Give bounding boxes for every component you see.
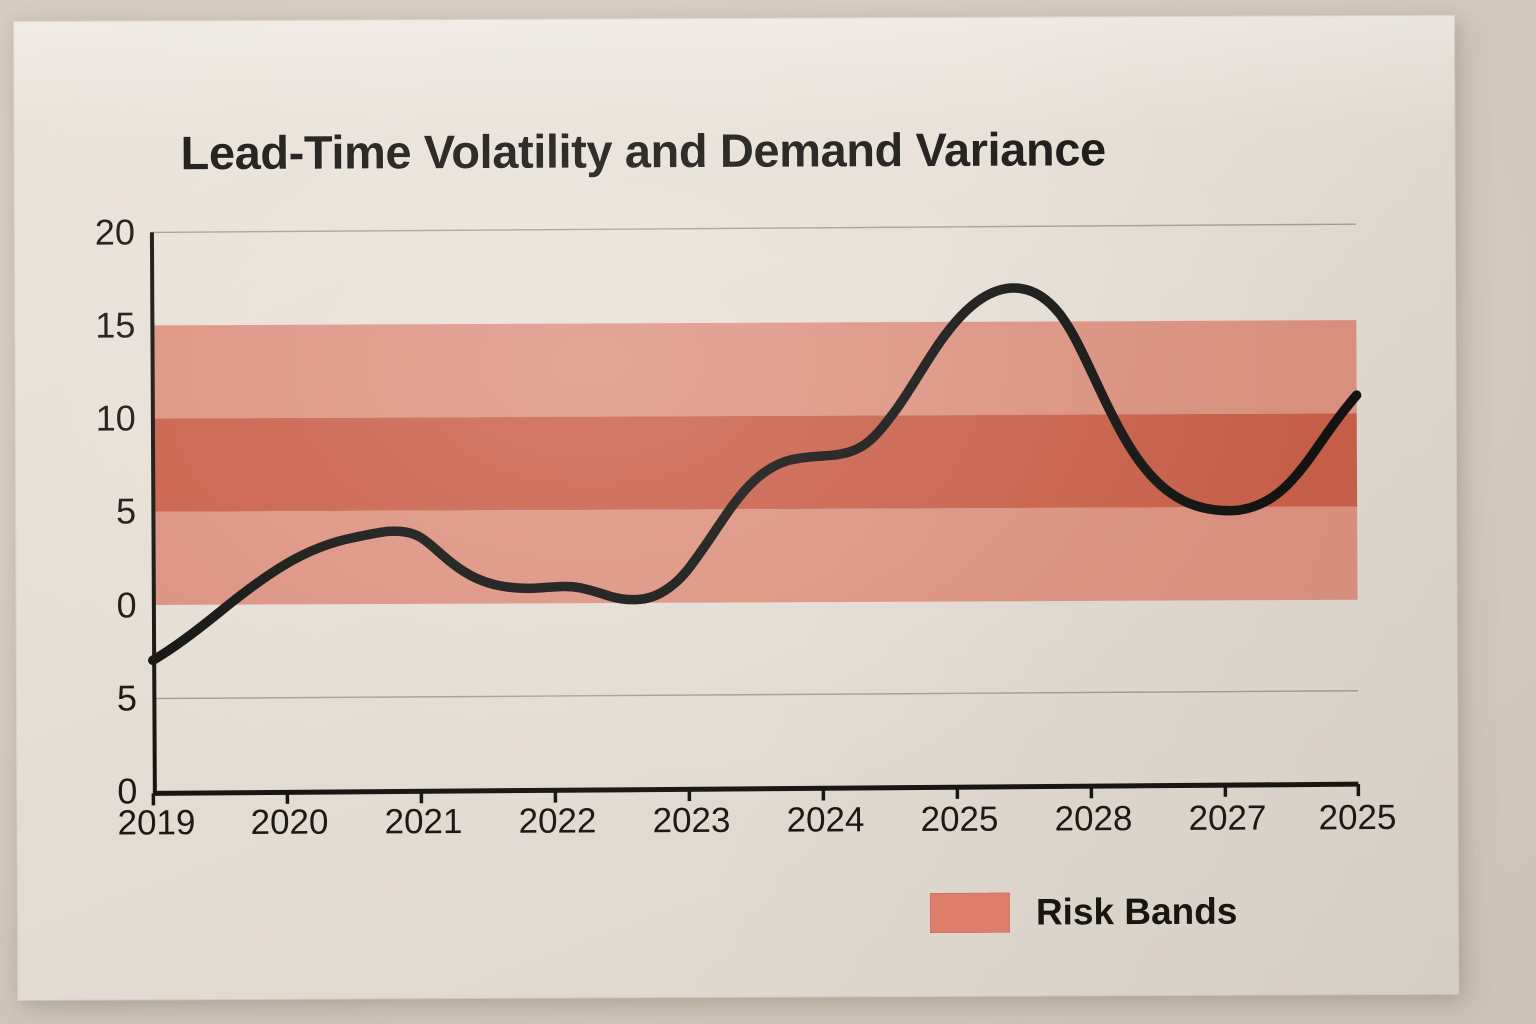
chart-card: Lead-Time Volatility and Demand Variance — [14, 15, 1459, 1000]
legend-swatch-risk-bands — [929, 892, 1010, 934]
x-axis-line — [153, 781, 1359, 796]
y-tick-label: 20 — [94, 211, 136, 253]
x-axis-tick-labels: 2019 2020 2021 2022 2023 2024 2025 2028 … — [17, 798, 1457, 864]
risk-band-lower-light — [152, 506, 1358, 606]
x-axis-ticks-group — [151, 784, 1361, 806]
x-tick-label: 2021 — [384, 802, 463, 842]
y-tick-label: 5 — [116, 490, 137, 532]
y-tick-label: 15 — [95, 304, 136, 346]
x-tick-label: 2023 — [652, 800, 731, 841]
axes-group — [149, 232, 1359, 796]
x-tick-label: 2020 — [250, 802, 329, 842]
risk-band-upper-light — [151, 320, 1357, 419]
x-tick-label: 2019 — [117, 803, 196, 843]
y-axis-line — [149, 232, 157, 794]
legend-label-risk-bands: Risk Bands — [1035, 890, 1238, 933]
y-tick-label: 0 — [116, 584, 137, 626]
gridlines-group — [150, 223, 1358, 700]
risk-bands-group — [151, 320, 1358, 606]
x-tick-label: 2025 — [920, 799, 999, 840]
gridline-minus-five — [152, 690, 1358, 700]
risk-band-core-dark — [151, 413, 1358, 512]
chart-plot-area — [148, 223, 1362, 806]
y-tick-label: 10 — [95, 397, 136, 439]
x-tick-label: 2024 — [786, 800, 865, 840]
x-tick-label: 2028 — [1054, 799, 1133, 839]
x-tick-label: 2025 — [1318, 797, 1397, 838]
gridline-top — [150, 223, 1356, 234]
chart-legend: Risk Bands — [929, 890, 1238, 934]
x-tick-label: 2022 — [518, 801, 597, 841]
series-line-lead-time-volatility — [148, 283, 1362, 666]
x-tick-label: 2027 — [1188, 798, 1267, 838]
y-tick-label: 5 — [116, 677, 138, 719]
